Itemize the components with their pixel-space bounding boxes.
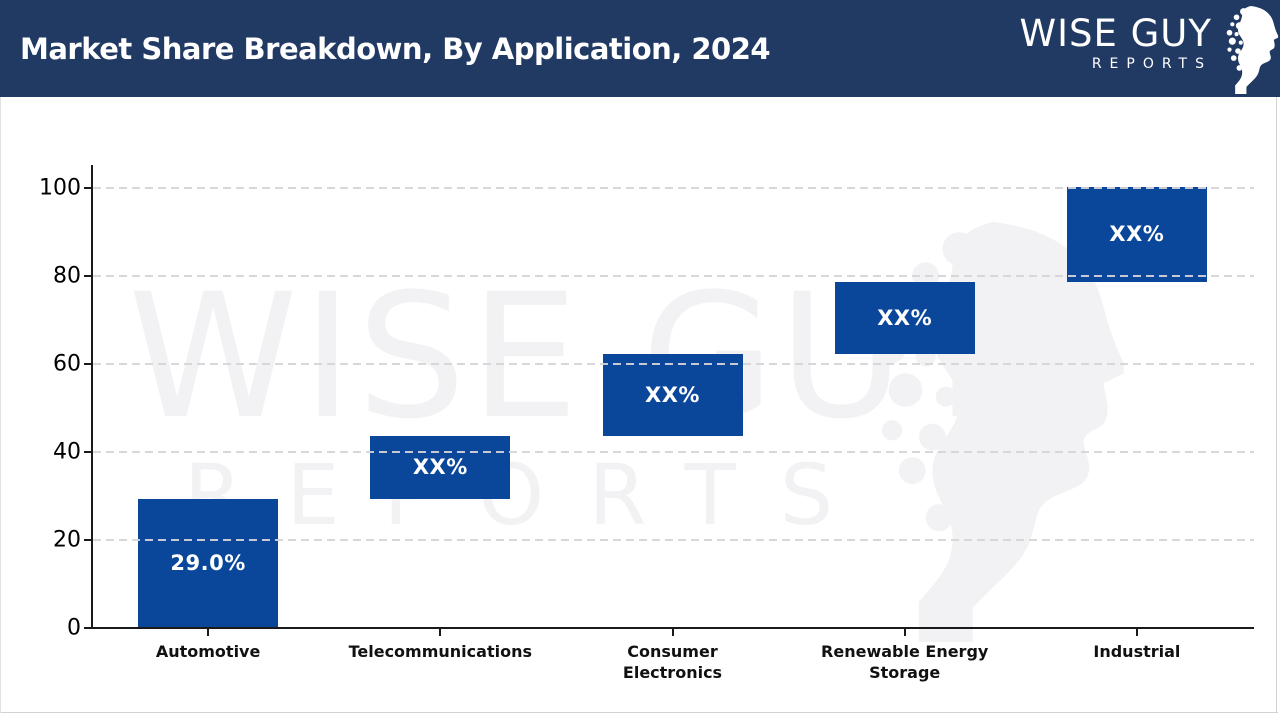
y-axis-line bbox=[91, 165, 93, 629]
bar-value-label: XX% bbox=[645, 382, 700, 407]
x-tick bbox=[207, 629, 210, 636]
logo-subtext: REPORTS bbox=[1091, 56, 1212, 72]
bar-value-label: XX% bbox=[412, 455, 468, 480]
wiseguy-logo: WISE GUY REPORTS bbox=[1020, 14, 1212, 73]
gridline bbox=[93, 539, 1254, 541]
y-tick-label: 100 bbox=[39, 175, 81, 201]
bar-segment: XX% bbox=[370, 435, 511, 500]
gridline bbox=[93, 363, 1254, 365]
bar-segment: XX% bbox=[1066, 187, 1207, 282]
y-tick-label: 0 bbox=[67, 615, 81, 641]
y-tick bbox=[84, 539, 91, 541]
x-category-label: Consumer Electronics bbox=[622, 642, 723, 682]
page-title: Market Share Breakdown, By Application, … bbox=[20, 31, 771, 66]
y-tick bbox=[84, 187, 91, 189]
card-bottom-border bbox=[0, 712, 1278, 713]
y-tick-label: 60 bbox=[53, 351, 81, 377]
card-left-border bbox=[0, 97, 1, 713]
y-tick bbox=[84, 275, 91, 277]
x-tick bbox=[439, 629, 442, 636]
x-category-label: Renewable Energy Storage bbox=[821, 642, 989, 682]
header-bar: Market Share Breakdown, By Application, … bbox=[0, 0, 1280, 97]
x-category-label: Telecommunications bbox=[348, 642, 532, 661]
x-axis-line bbox=[91, 627, 1254, 629]
x-category-label: Automotive bbox=[155, 642, 261, 661]
x-tick bbox=[671, 629, 674, 636]
gridline bbox=[93, 187, 1254, 189]
x-category-label: Industrial bbox=[1093, 642, 1181, 661]
bar-segment: 29.0% bbox=[138, 499, 279, 627]
bar-segment: XX% bbox=[602, 354, 743, 436]
bar-segment: XX% bbox=[834, 281, 975, 355]
y-tick-label: 40 bbox=[53, 439, 81, 465]
bar-value-label: XX% bbox=[1109, 222, 1165, 247]
bar-value-label: 29.0% bbox=[170, 551, 246, 576]
logo-wordmark: WISE GUY bbox=[1019, 12, 1212, 55]
y-tick bbox=[84, 451, 91, 453]
x-tick bbox=[1135, 629, 1138, 636]
card-right-border bbox=[1276, 97, 1277, 713]
y-tick bbox=[84, 363, 91, 365]
x-tick bbox=[903, 629, 906, 636]
y-tick bbox=[84, 627, 91, 629]
bar-value-label: XX% bbox=[877, 305, 933, 330]
gridline bbox=[93, 275, 1254, 277]
y-tick-label: 20 bbox=[53, 527, 81, 553]
gridline bbox=[93, 451, 1254, 453]
wiseguy-head-icon bbox=[1208, 6, 1280, 94]
waterfall-chart: 0 20 40 60 80 100 29.0% Automotive XX% Telecommun… bbox=[0, 97, 1280, 713]
y-tick-label: 80 bbox=[53, 263, 81, 289]
